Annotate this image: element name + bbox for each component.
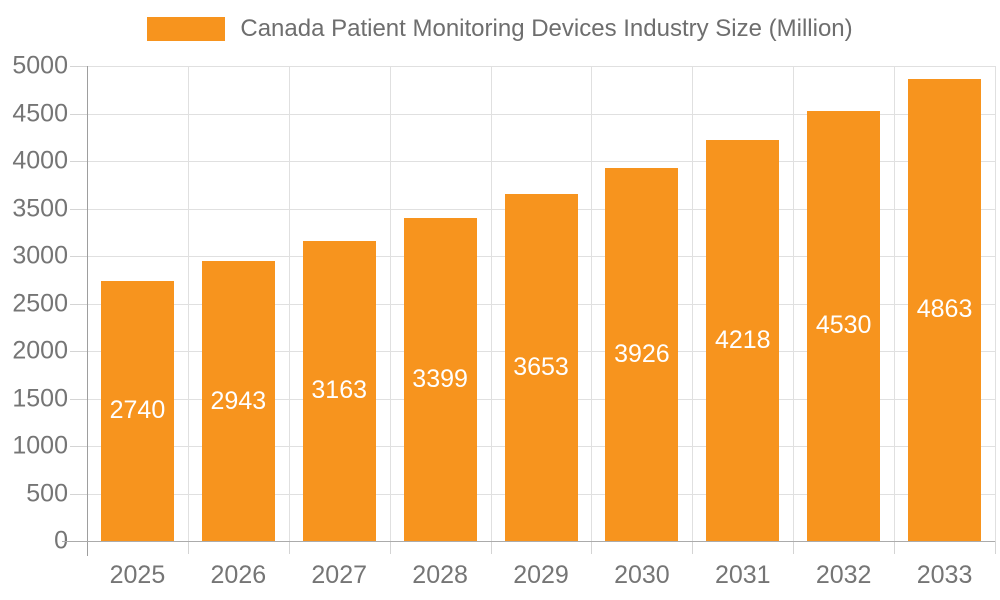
x-axis-tick: [894, 541, 896, 554]
y-axis-tick-label: 5000: [12, 51, 68, 80]
y-axis-line: [87, 66, 88, 556]
x-axis-tick-label: 2026: [210, 561, 267, 589]
y-axis-tick: [70, 66, 87, 67]
bar-value-label: 4863: [916, 295, 973, 324]
y-axis-tick-label: 2000: [12, 336, 68, 365]
x-axis-tick-label: 2032: [815, 561, 872, 589]
x-axis-tick-label: 2030: [614, 561, 670, 589]
bar-value-label: 2740: [109, 396, 166, 425]
bar-value-label: 4530: [815, 311, 872, 340]
x-axis-tick-label: 2028: [412, 561, 468, 589]
y-axis-tick-label: 3000: [12, 241, 68, 270]
gridline-v: [692, 66, 694, 541]
y-axis-tick: [70, 351, 87, 352]
bar-value-label: 2943: [210, 386, 267, 415]
gridline-v: [187, 66, 189, 541]
x-axis-tick: [793, 541, 795, 554]
x-axis-tick: [187, 541, 189, 554]
y-axis-tick: [70, 398, 87, 400]
bar-value-label: 4218: [714, 326, 771, 355]
bar-2028[interactable]: 3399: [403, 218, 477, 541]
x-axis-tick: [288, 541, 290, 554]
bar-2032[interactable]: 4530: [807, 110, 881, 541]
y-axis-tick: [70, 113, 87, 115]
bar-2026[interactable]: 2943: [201, 261, 275, 541]
x-axis-tick: [692, 541, 694, 554]
plot-area: 0 500 1000 1500 2000 2500 3000 3500 4000 4500 5000…: [12, 53, 996, 588]
x-axis-tick: [389, 541, 391, 554]
gridline-v: [793, 66, 795, 541]
x-axis-tick-label: 2031: [714, 561, 771, 589]
bar-2030[interactable]: 3926: [605, 168, 679, 541]
legend: Canada Patient Monitoring Devices Indust…: [0, 17, 1000, 41]
gridline-v: [591, 66, 593, 541]
y-axis-tick: [70, 303, 87, 305]
y-axis-tick: [70, 208, 87, 210]
y-axis-tick-label: 2500: [12, 289, 68, 317]
x-axis-tick-label: 2025: [109, 561, 166, 589]
gridline-h: [87, 66, 995, 67]
gridline-v: [894, 66, 896, 541]
gridline-v: [389, 66, 391, 541]
bar-value-label: 3399: [412, 365, 468, 394]
y-axis-tick: [70, 446, 87, 447]
gridline-v: [288, 66, 290, 541]
bar-2029[interactable]: 3653: [504, 193, 578, 541]
bar-2025[interactable]: 2740: [100, 280, 174, 541]
gridline-h: [87, 161, 995, 162]
gridline-v: [490, 66, 492, 541]
gridline-v: [995, 66, 996, 541]
y-axis-tick-label: 1000: [12, 431, 68, 460]
y-axis-tick-label: 4500: [12, 99, 68, 127]
legend-label: Canada Patient Monitoring Devices Indust…: [240, 15, 853, 42]
gridline-h: [87, 113, 995, 115]
bar-2033[interactable]: 4863: [908, 79, 982, 541]
y-axis-tick: [70, 256, 87, 257]
y-axis-tick-label: 0: [54, 526, 68, 555]
x-axis-tick-label: 2029: [513, 561, 569, 589]
bar-2031[interactable]: 4218: [706, 140, 780, 541]
bar-value-label: 3926: [614, 340, 670, 368]
bar-value-label: 3163: [311, 376, 368, 405]
y-axis-tick-label: 500: [26, 479, 68, 507]
x-axis-tick: [995, 541, 996, 554]
y-axis-tick: [70, 161, 87, 162]
legend-item[interactable]: Canada Patient Monitoring Devices Indust…: [147, 15, 853, 42]
y-axis-tick-label: 3500: [12, 194, 68, 222]
bar-value-label: 3653: [513, 352, 569, 381]
x-axis-tick-label: 2033: [916, 561, 973, 589]
y-axis-tick-label: 4000: [12, 146, 68, 175]
y-axis-tick-label: 1500: [12, 384, 68, 412]
x-axis-tick: [490, 541, 492, 554]
x-axis-line: [62, 541, 995, 542]
legend-swatch: [147, 17, 226, 41]
x-axis-tick-label: 2027: [311, 561, 368, 589]
x-axis-tick: [591, 541, 593, 554]
y-axis-tick: [70, 493, 87, 495]
bar-2027[interactable]: 3163: [302, 240, 376, 541]
